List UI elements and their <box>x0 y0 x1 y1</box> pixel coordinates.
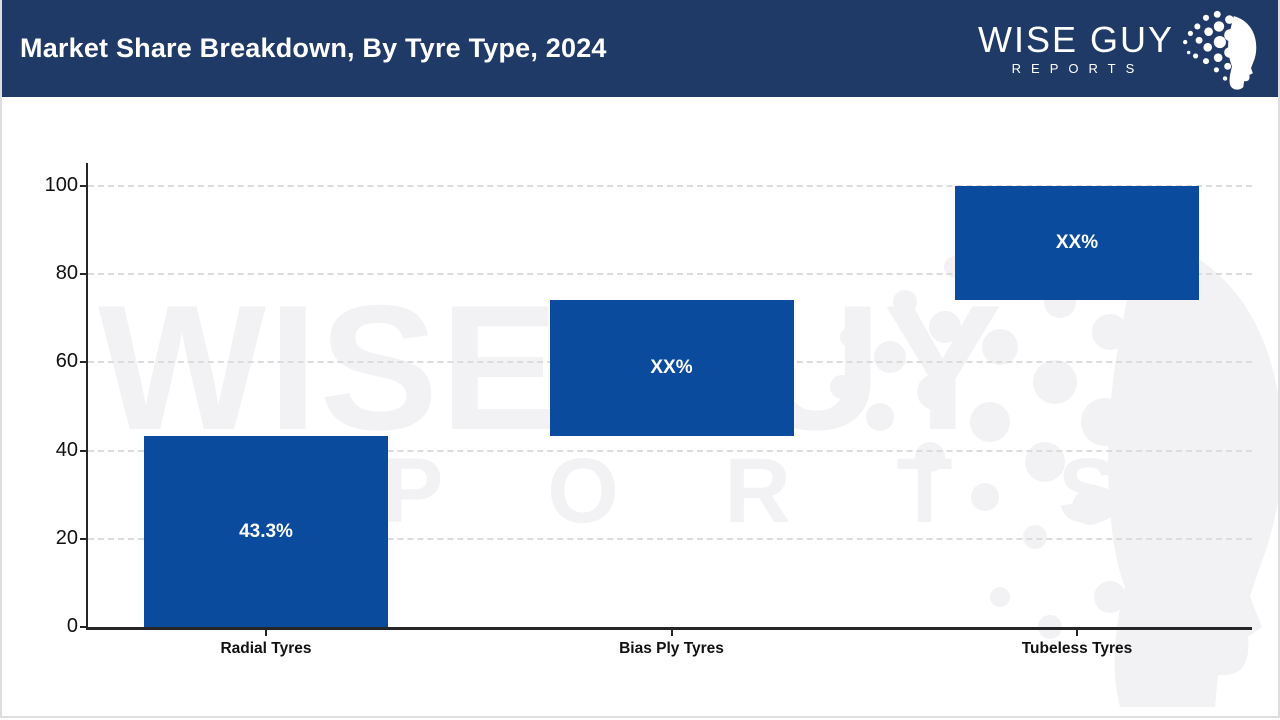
watermark-dotted-face <box>830 227 1280 707</box>
x-category-label: Tubeless Tyres <box>967 640 1187 658</box>
y-tick-label: 20 <box>18 527 78 550</box>
y-tick-label-label: 0 <box>66 615 78 637</box>
wise-guy-reports-logo: WISE GUY REPORTS <box>978 7 1258 91</box>
bar-tubeless-tyres-label: XX% <box>1055 231 1099 253</box>
y-gridline <box>88 273 1252 276</box>
x-category-label-label: Radial Tyres <box>220 640 312 657</box>
bar-tubeless-tyres: XX% <box>955 186 1199 300</box>
x-tick-mark <box>265 630 267 636</box>
x-tick-mark <box>670 630 673 636</box>
header-bar: Market Share Breakdown, By Tyre Type, 20… <box>0 0 1280 97</box>
logo-text: WISE GUY REPORTS <box>977 18 1174 76</box>
dotted-face-icon <box>1183 10 1257 90</box>
bar-radial-tyres: 43.3% <box>144 436 388 627</box>
x-category-label: Bias Ply Tyres <box>562 640 782 658</box>
y-tick-label: 0 <box>18 615 78 638</box>
y-tick-label-label: 80 <box>55 262 78 285</box>
y-tick-label: 60 <box>18 350 78 373</box>
y-tick-label: 40 <box>18 439 78 462</box>
y-tick-mark <box>80 273 88 276</box>
x-category-label-label: Bias Ply Tyres <box>619 640 724 657</box>
x-tick-mark <box>1076 630 1078 636</box>
chart-title: Market Share Breakdown, By Tyre Type, 20… <box>20 33 607 63</box>
y-axis-line <box>86 163 88 629</box>
logo-subtitle: REPORTS <box>1011 60 1145 76</box>
bar-radial-tyres-label: 43.3% <box>239 520 293 542</box>
x-axis-line <box>86 627 1252 630</box>
y-tick-label: 100 <box>18 174 78 197</box>
y-tick-mark <box>80 449 88 452</box>
bar-bias-ply-tyres: XX% <box>549 299 794 437</box>
logo-wordmark: WISE GUY <box>977 18 1174 60</box>
y-tick-label-label: 100 <box>44 174 78 196</box>
y-tick-label-label: 60 <box>55 350 78 373</box>
y-gridline <box>88 537 1252 540</box>
y-tick-mark <box>80 185 88 187</box>
y-tick-mark <box>80 361 88 364</box>
y-gridline <box>88 449 1252 452</box>
y-tick-label-label: 40 <box>55 438 78 461</box>
y-gridline <box>88 185 1252 187</box>
x-category-label-label: Tubeless Tyres <box>1021 640 1133 657</box>
y-tick-label-label: 20 <box>55 526 78 549</box>
chart-canvas: WISE GUY P O R T S 0 20 40 60 80 100 43.3% Radi… <box>0 97 1280 720</box>
y-tick-mark <box>80 626 88 628</box>
bar-bias-ply-tyres-label: XX% <box>650 356 693 378</box>
y-tick-mark <box>80 537 88 540</box>
y-tick-label: 80 <box>18 262 78 285</box>
x-category-label: Radial Tyres <box>156 640 376 658</box>
